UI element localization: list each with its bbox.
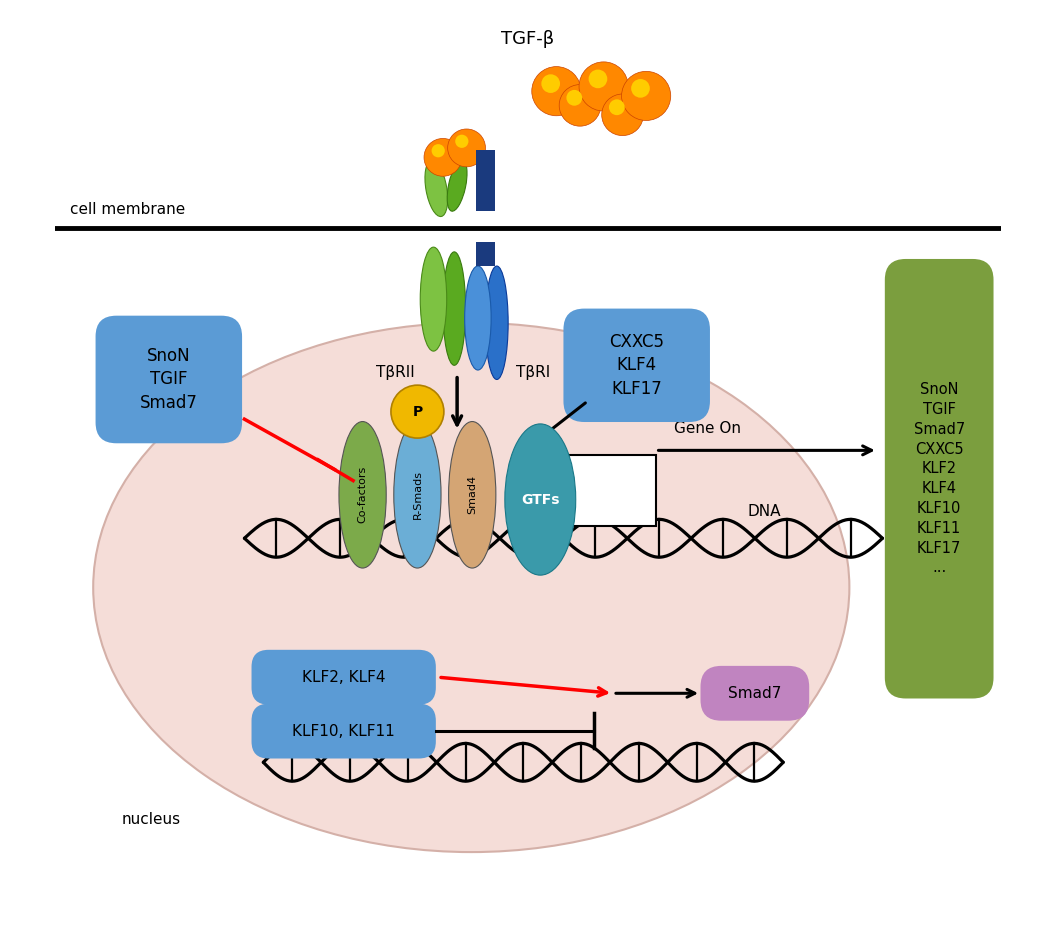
Text: Co-factors: Co-factors [358, 466, 367, 523]
FancyBboxPatch shape [700, 665, 809, 720]
Text: GTFs: GTFs [521, 493, 560, 506]
Ellipse shape [442, 252, 466, 365]
Circle shape [542, 74, 560, 93]
Text: CXXC5
KLF4
KLF17: CXXC5 KLF4 KLF17 [609, 333, 664, 398]
Text: Smad4: Smad4 [467, 475, 477, 515]
Ellipse shape [394, 422, 441, 568]
Circle shape [455, 135, 469, 148]
Text: R-Smads: R-Smads [413, 470, 422, 520]
FancyBboxPatch shape [251, 703, 436, 758]
Circle shape [532, 66, 581, 116]
Ellipse shape [505, 424, 576, 575]
FancyBboxPatch shape [564, 309, 710, 422]
FancyBboxPatch shape [476, 150, 495, 211]
Circle shape [609, 100, 625, 115]
Text: TβRII: TβRII [376, 365, 415, 380]
Text: P: P [412, 405, 422, 419]
Text: DNA: DNA [748, 504, 781, 520]
Ellipse shape [447, 160, 467, 211]
Circle shape [425, 138, 461, 176]
Ellipse shape [486, 266, 508, 379]
Text: cell membrane: cell membrane [70, 202, 185, 217]
Text: TGF-β: TGF-β [502, 30, 554, 48]
Ellipse shape [449, 422, 496, 568]
Text: Smad7: Smad7 [729, 685, 781, 701]
Text: KLF2, KLF4: KLF2, KLF4 [302, 669, 385, 684]
Circle shape [560, 84, 601, 126]
Circle shape [566, 90, 582, 106]
Ellipse shape [465, 266, 491, 370]
Circle shape [391, 385, 444, 438]
FancyBboxPatch shape [476, 243, 495, 266]
Circle shape [588, 69, 607, 88]
Circle shape [622, 71, 671, 120]
Text: KLF10, KLF11: KLF10, KLF11 [293, 723, 395, 738]
Ellipse shape [93, 322, 849, 852]
Text: nucleus: nucleus [121, 811, 181, 827]
Text: TβRI: TβRI [515, 365, 550, 380]
Text: Gene On: Gene On [674, 421, 741, 436]
Text: SnoN
TGIF
Smad7
CXXC5
KLF2
KLF4
KLF10
KLF11
KLF17
...: SnoN TGIF Smad7 CXXC5 KLF2 KLF4 KLF10 KL… [913, 382, 965, 575]
FancyBboxPatch shape [95, 316, 242, 444]
Circle shape [631, 79, 649, 98]
Bar [547, 455, 656, 526]
FancyBboxPatch shape [251, 649, 436, 704]
Circle shape [579, 62, 628, 111]
Circle shape [448, 129, 486, 167]
Ellipse shape [425, 160, 448, 216]
Ellipse shape [420, 247, 447, 351]
FancyBboxPatch shape [885, 259, 994, 699]
Circle shape [432, 144, 445, 157]
Circle shape [602, 94, 643, 136]
Text: SnoN
TGIF
Smad7: SnoN TGIF Smad7 [139, 347, 197, 412]
Ellipse shape [339, 422, 386, 568]
